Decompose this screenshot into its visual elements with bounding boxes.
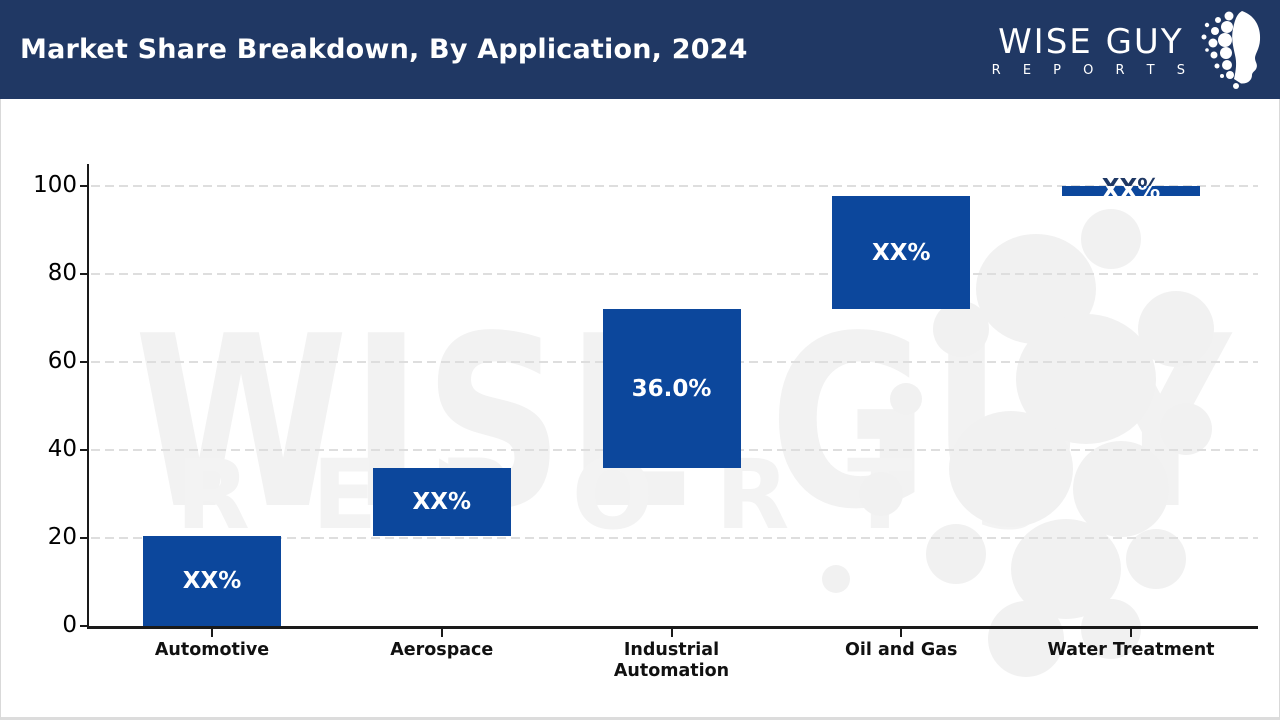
x-axis-spine [87,626,1258,629]
bar-label-oil-and-gas: XX% [871,239,931,266]
y-tick-mark [80,273,89,275]
y-tick-mark [80,449,89,451]
bar-aerospace: XX% [372,468,511,536]
y-axis-tick-60: 60 [47,348,77,374]
y-tick-mark [80,361,89,363]
page-title: Market Share Breakdown, By Application, … [20,34,748,65]
gridline-20 [91,537,1258,539]
y-tick-mark [80,185,89,187]
watermark-face-graphic [822,209,1214,677]
bar-water-treatment: XX% [1062,186,1200,197]
x-tick-mark [440,629,443,637]
y-axis-tick-40: 40 [47,436,77,462]
wise-guy-logo: WISE GUY R E P O R T S [988,8,1266,92]
bar-label-automotive: XX% [182,567,242,594]
logo-wordmark: WISE GUY R E P O R T S [988,22,1194,78]
bar-label-water-treatment: XX% [1102,186,1161,196]
x-tick-mark [900,629,903,637]
y-axis-tick-20: 20 [47,524,77,550]
x-axis-label-oil-and-gas: Oil and Gas [845,640,958,660]
y-axis-tick-100: 100 [33,172,77,198]
gridline-80 [91,273,1258,275]
x-tick-mark [211,629,213,637]
x-axis-label-industrial-automation: Industrial Automation [613,640,730,681]
y-axis-tick-0: 0 [62,612,77,638]
bar-automotive: XX% [143,535,281,626]
x-tick-mark [670,629,673,637]
y-tick-mark [80,625,89,627]
y-axis-spine [87,164,89,629]
header: Market Share Breakdown, By Application, … [0,0,1280,99]
bar-oil-and-gas: XX% [832,196,971,310]
x-tick-mark [1130,629,1132,637]
logo-face-icon [1201,11,1261,89]
gridline-100 [91,185,1258,187]
logo-subtitle: R E P O R T S [991,63,1194,78]
bar-industrial-automation: 36.0% [602,309,741,469]
bar-label-aerospace: XX% [412,489,471,516]
y-tick-mark [80,537,89,539]
chart-area: WISE GUY REPORTS 020406080100XX%Automoti… [0,99,1280,720]
x-axis-label-water-treatment: Water Treatment [1047,640,1215,660]
x-axis-label-automotive: Automotive [154,640,270,660]
bar-label-industrial-automation: 36.0% [631,375,712,402]
logo-name: WISE GUY [998,22,1184,62]
y-axis-tick-80: 80 [47,260,77,286]
x-axis-label-aerospace: Aerospace [390,640,494,660]
